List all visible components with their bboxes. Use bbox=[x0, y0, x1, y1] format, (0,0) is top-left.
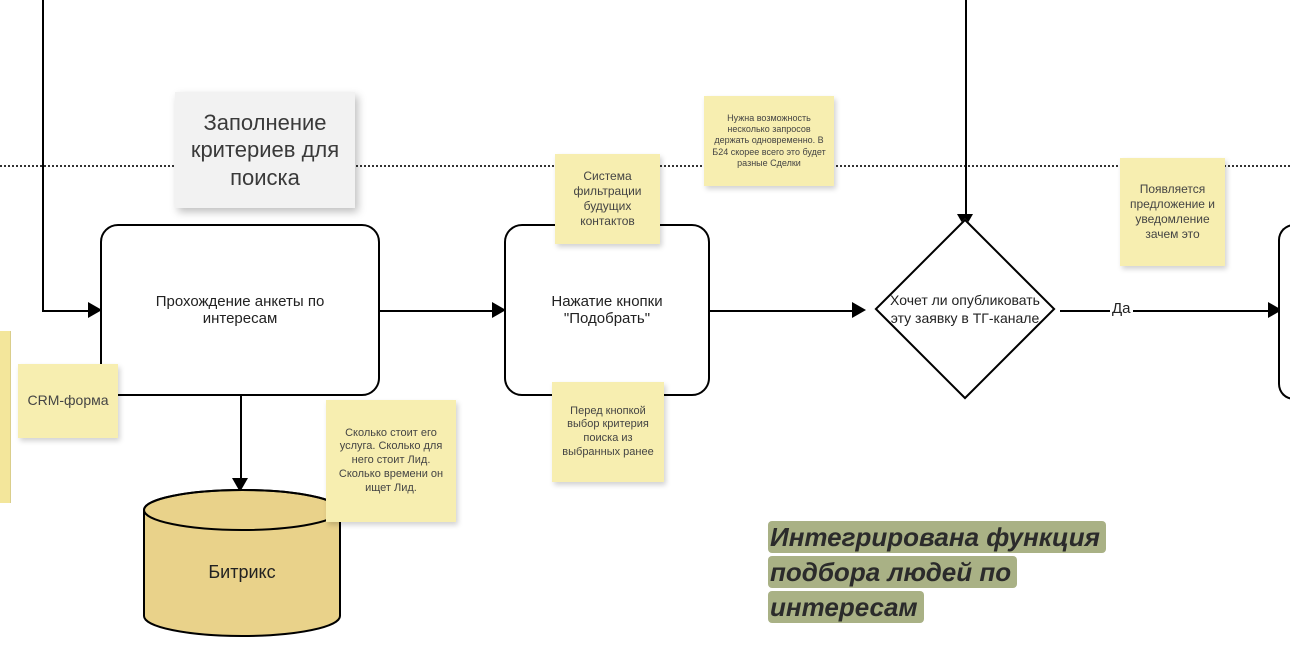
card-criteria-text: Заполнение критериев для поиска bbox=[187, 109, 343, 192]
edge-p2-decision bbox=[710, 310, 854, 312]
edge-p1-db bbox=[240, 396, 242, 480]
sticky-filter-system: Система фильтрации будущих контактов bbox=[555, 154, 660, 244]
edge-label-yes: Да bbox=[1110, 300, 1133, 317]
edge-decision-right bbox=[1060, 310, 1270, 312]
highlight-line1: Интегрирована функция bbox=[768, 521, 1106, 553]
sticky-cost-lead-text: Сколько стоит его услуга. Сколько для не… bbox=[334, 427, 448, 496]
sticky-pre-button: Перед кнопкой выбор критерия поиска из в… bbox=[552, 382, 664, 482]
edge-entry-horizontal bbox=[42, 310, 90, 312]
sticky-notification: Появляется предложение и уведомление зач… bbox=[1120, 158, 1225, 266]
database-bitrix-label: Битрикс bbox=[208, 562, 275, 583]
left-strip-fragment bbox=[0, 331, 11, 503]
process-survey-text: Прохождение анкеты по интересам bbox=[126, 293, 354, 327]
database-bitrix: Битрикс bbox=[142, 488, 342, 638]
card-criteria: Заполнение критериев для поиска bbox=[175, 92, 355, 208]
arrow-p2-decision bbox=[852, 302, 866, 318]
sticky-notification-text: Появляется предложение и уведомление зач… bbox=[1128, 182, 1217, 242]
highlight-line3: интересам bbox=[768, 591, 924, 623]
process-right-fragment bbox=[1278, 224, 1290, 400]
edge-top-to-decision bbox=[965, 0, 967, 216]
sticky-crm-form: CRM-форма bbox=[18, 364, 118, 438]
highlight-line2: подбора людей по bbox=[768, 556, 1017, 588]
sticky-multi-requests-text: Нужна возможность несколько запросов дер… bbox=[712, 113, 826, 169]
sticky-filter-system-text: Система фильтрации будущих контактов bbox=[563, 169, 652, 229]
process-survey: Прохождение анкеты по интересам bbox=[100, 224, 380, 396]
decision-publish: Хочет ли опубликовать эту заявку в ТГ-ка… bbox=[868, 228, 1062, 390]
highlight-caption: Интегрирована функция подбора людей по и… bbox=[768, 520, 1148, 625]
edge-p1-p2 bbox=[380, 310, 494, 312]
sticky-crm-form-text: CRM-форма bbox=[27, 392, 108, 410]
sticky-multi-requests: Нужна возможность несколько запросов дер… bbox=[704, 96, 834, 186]
sticky-cost-lead: Сколько стоит его услуга. Сколько для не… bbox=[326, 400, 456, 522]
decision-publish-text: Хочет ли опубликовать эту заявку в ТГ-ка… bbox=[888, 291, 1042, 327]
process-pick-button: Нажатие кнопки "Подобрать" bbox=[504, 224, 710, 396]
process-pick-button-text: Нажатие кнопки "Подобрать" bbox=[530, 293, 684, 327]
edge-entry-vertical bbox=[42, 0, 44, 310]
flowchart-canvas: Прохождение анкеты по интересам Нажатие … bbox=[0, 0, 1290, 663]
sticky-pre-button-text: Перед кнопкой выбор критерия поиска из в… bbox=[560, 405, 656, 460]
